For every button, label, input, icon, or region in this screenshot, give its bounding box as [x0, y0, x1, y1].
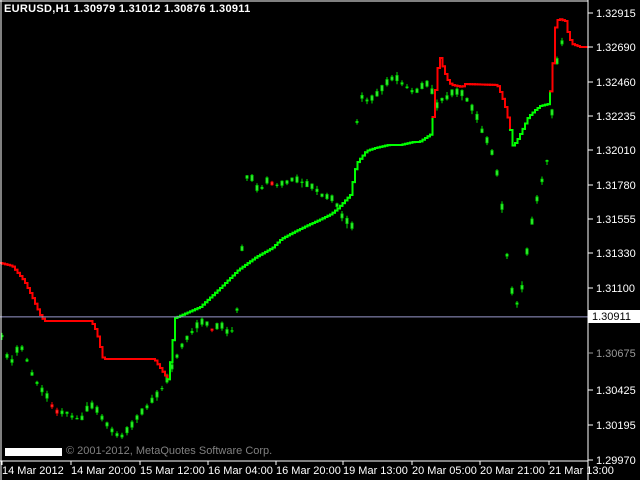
svg-text:1.31100: 1.31100 — [596, 283, 635, 295]
svg-text:1.32915: 1.32915 — [596, 8, 636, 20]
svg-text:1.30911: 1.30911 — [592, 311, 631, 323]
svg-text:1.31555: 1.31555 — [596, 214, 636, 226]
svg-text:1.32460: 1.32460 — [596, 77, 636, 89]
svg-text:EURUSD,H1 1.30979 1.31012 1.3: EURUSD,H1 1.30979 1.31012 1.30876 1.3091… — [4, 3, 251, 15]
svg-text:16 Mar 20:00: 16 Mar 20:00 — [276, 465, 341, 477]
svg-text:14 Mar 2012: 14 Mar 2012 — [2, 465, 64, 477]
svg-text:15 Mar 12:00: 15 Mar 12:00 — [140, 465, 205, 477]
svg-text:1.32690: 1.32690 — [596, 42, 636, 54]
svg-text:1.31330: 1.31330 — [596, 248, 636, 260]
svg-text:19 Mar 13:00: 19 Mar 13:00 — [343, 465, 408, 477]
svg-text:20 Mar 21:00: 20 Mar 21:00 — [480, 465, 545, 477]
svg-text:1.31780: 1.31780 — [596, 180, 636, 192]
svg-text:1.30425: 1.30425 — [596, 385, 636, 397]
svg-text:1.30195: 1.30195 — [596, 420, 636, 432]
svg-text:1.32010: 1.32010 — [596, 145, 636, 157]
svg-text:21 Mar 13:00: 21 Mar 13:00 — [549, 465, 614, 477]
svg-text:1.32235: 1.32235 — [596, 111, 636, 123]
svg-text:16 Mar 04:00: 16 Mar 04:00 — [208, 465, 273, 477]
svg-text:1.30675: 1.30675 — [596, 348, 636, 360]
svg-text:20 Mar 05:00: 20 Mar 05:00 — [412, 465, 477, 477]
svg-text:14 Mar 20:00: 14 Mar 20:00 — [71, 465, 136, 477]
svg-text:© 2001-2012, MetaQuotes Softwa: © 2001-2012, MetaQuotes Software Corp. — [66, 445, 272, 457]
